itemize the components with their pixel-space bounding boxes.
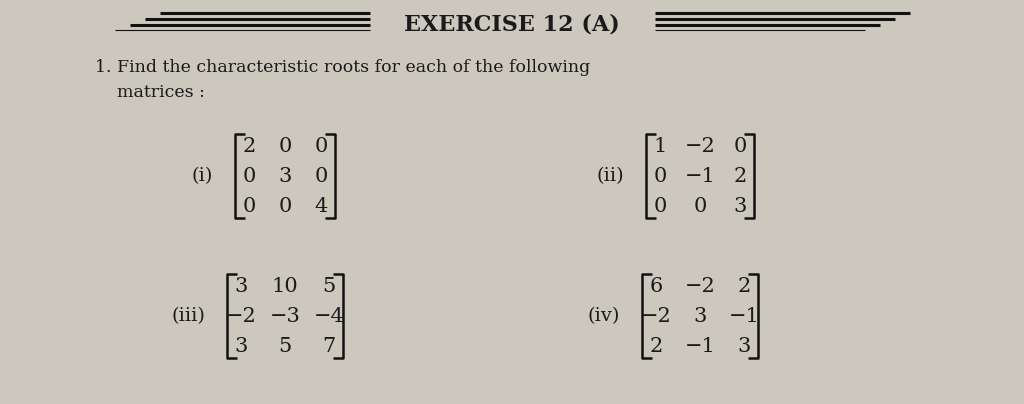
Text: 1: 1 [653, 137, 667, 156]
Text: 3: 3 [234, 276, 248, 295]
Text: (iv): (iv) [588, 307, 620, 325]
Text: 0: 0 [693, 196, 707, 215]
Text: (i): (i) [191, 167, 213, 185]
Text: −1: −1 [685, 337, 716, 356]
Text: EXERCISE 12 (A): EXERCISE 12 (A) [404, 13, 620, 35]
Text: 2: 2 [733, 166, 746, 185]
Text: 3: 3 [733, 196, 746, 215]
Text: 3: 3 [737, 337, 751, 356]
Text: −2: −2 [225, 307, 256, 326]
Text: 0: 0 [733, 137, 746, 156]
Text: 0: 0 [243, 196, 256, 215]
Text: 10: 10 [271, 276, 298, 295]
Text: −1: −1 [728, 307, 760, 326]
Text: 5: 5 [279, 337, 292, 356]
Text: 3: 3 [279, 166, 292, 185]
Text: (ii): (ii) [596, 167, 624, 185]
Text: 3: 3 [693, 307, 707, 326]
Text: −1: −1 [685, 166, 716, 185]
Text: −2: −2 [641, 307, 672, 326]
Text: 7: 7 [323, 337, 336, 356]
Text: (iii): (iii) [171, 307, 205, 325]
Text: 0: 0 [314, 137, 328, 156]
Text: 3: 3 [234, 337, 248, 356]
Text: 1. Find the characteristic roots for each of the following: 1. Find the characteristic roots for eac… [95, 59, 590, 76]
Text: 0: 0 [653, 166, 667, 185]
Text: 2: 2 [649, 337, 663, 356]
Text: −3: −3 [269, 307, 300, 326]
Text: 0: 0 [243, 166, 256, 185]
Text: −4: −4 [313, 307, 344, 326]
Text: 6: 6 [649, 276, 663, 295]
Text: 2: 2 [243, 137, 256, 156]
Text: −2: −2 [685, 137, 716, 156]
Text: 0: 0 [314, 166, 328, 185]
Text: 0: 0 [279, 137, 292, 156]
Text: 2: 2 [737, 276, 751, 295]
Text: matrices :: matrices : [95, 84, 205, 101]
Text: 0: 0 [279, 196, 292, 215]
Text: −2: −2 [685, 276, 716, 295]
Text: 5: 5 [323, 276, 336, 295]
Text: 0: 0 [653, 196, 667, 215]
Text: 4: 4 [314, 196, 328, 215]
